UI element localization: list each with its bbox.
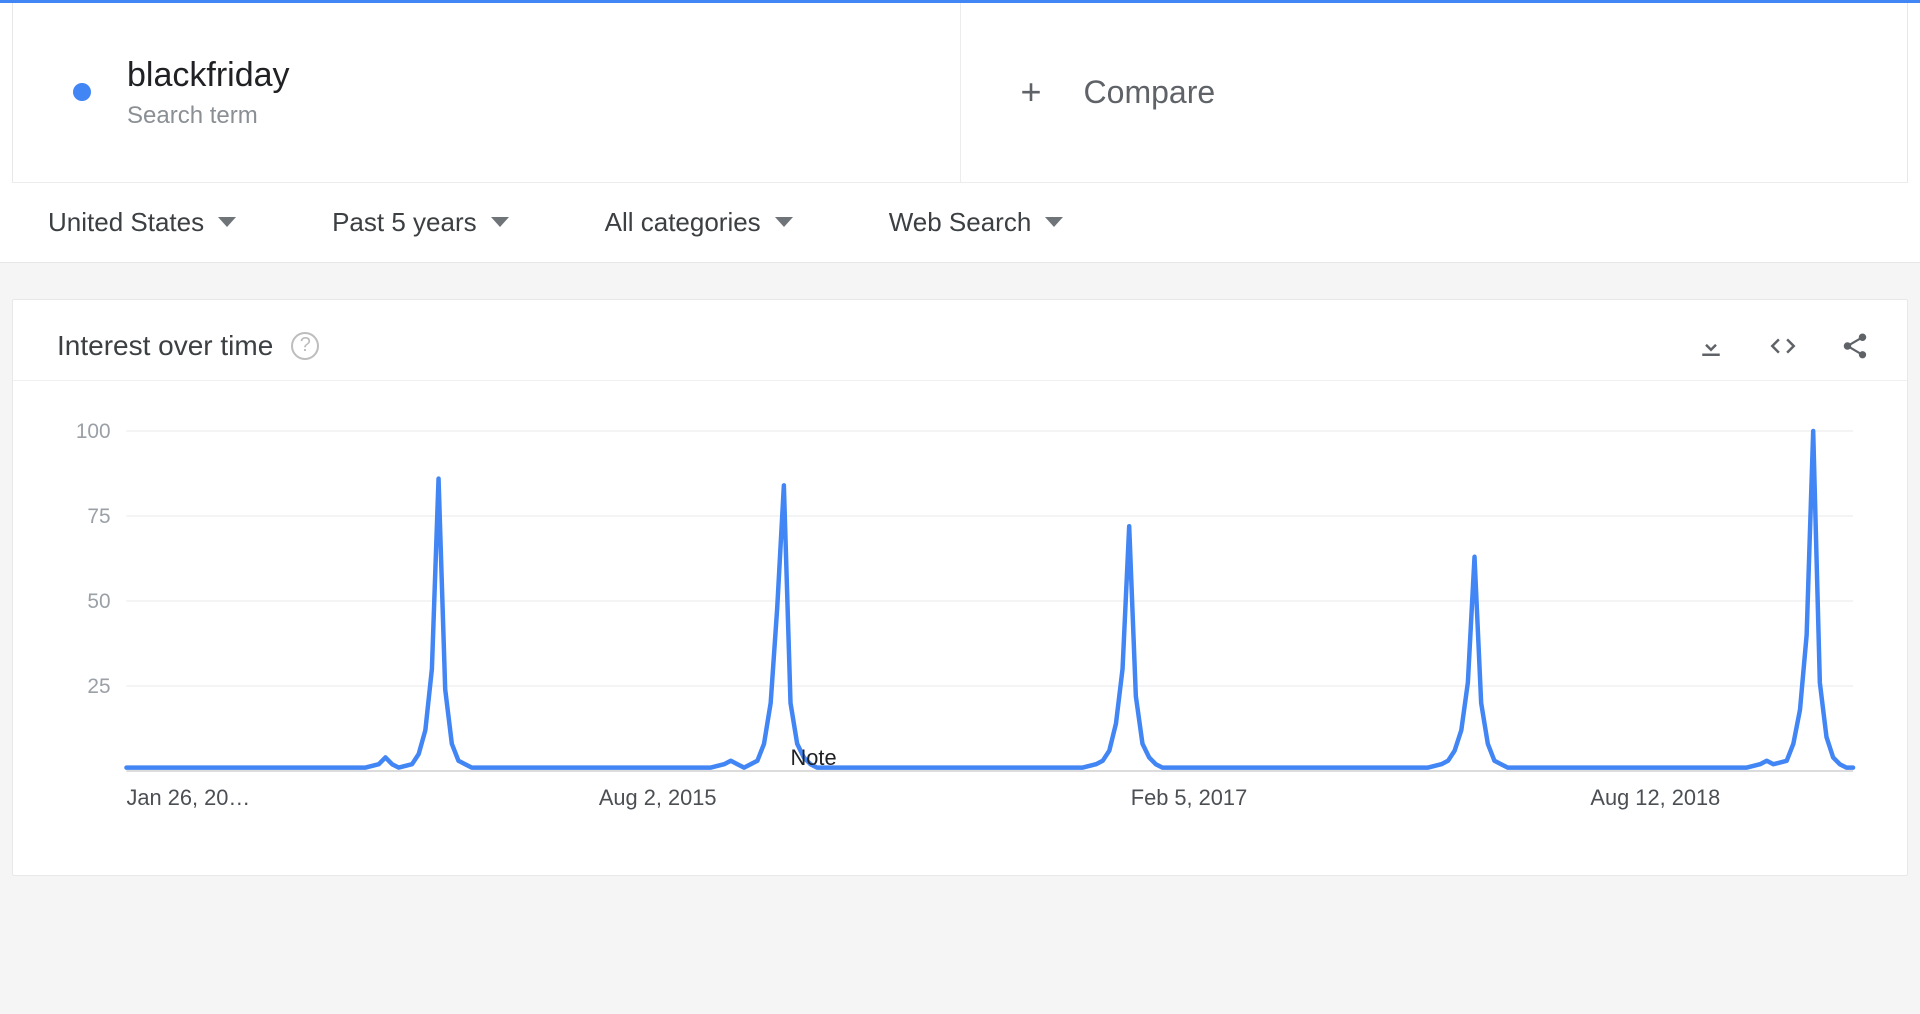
filter-region-label: United States: [48, 207, 204, 238]
chevron-down-icon: [775, 217, 793, 227]
svg-text:Aug 2, 2015: Aug 2, 2015: [599, 785, 717, 810]
filter-timeframe[interactable]: Past 5 years: [332, 207, 509, 238]
chart-container: 25 50 75 100 Note Jan 26, 20… Aug 2, 2015 Feb 5…: [13, 381, 1907, 875]
interest-line-chart: 25 50 75 100 Note Jan 26, 20… Aug 2, 2015 Feb 5…: [57, 401, 1863, 831]
filter-search-type-label: Web Search: [889, 207, 1032, 238]
filter-region[interactable]: United States: [48, 207, 236, 238]
series-color-dot: [73, 83, 91, 101]
svg-text:25: 25: [87, 675, 110, 698]
chevron-down-icon: [1045, 217, 1063, 227]
filter-search-type[interactable]: Web Search: [889, 207, 1064, 238]
svg-text:Feb 5, 2017: Feb 5, 2017: [1131, 785, 1247, 810]
search-terms-row: blackfriday Search term + Compare: [12, 3, 1908, 183]
share-button[interactable]: [1839, 330, 1871, 362]
filter-timeframe-label: Past 5 years: [332, 207, 477, 238]
svg-text:100: 100: [76, 420, 111, 443]
card-title: Interest over time: [57, 330, 273, 362]
help-icon[interactable]: ?: [291, 332, 319, 360]
filter-category[interactable]: All categories: [605, 207, 793, 238]
canvas-area: Interest over time ? 25 50 75 100 Note Jan 26…: [0, 263, 1920, 1014]
svg-text:Aug 12, 2018: Aug 12, 2018: [1590, 785, 1720, 810]
svg-text:75: 75: [87, 505, 110, 528]
chevron-down-icon: [491, 217, 509, 227]
svg-text:Jan 26, 20…: Jan 26, 20…: [126, 785, 250, 810]
card-header: Interest over time ?: [13, 300, 1907, 381]
search-term-box[interactable]: blackfriday Search term: [13, 3, 961, 182]
embed-button[interactable]: [1767, 330, 1799, 362]
svg-text:50: 50: [87, 590, 110, 613]
plus-icon: +: [1021, 74, 1042, 110]
search-term-title: blackfriday: [127, 55, 290, 96]
filter-category-label: All categories: [605, 207, 761, 238]
interest-over-time-card: Interest over time ? 25 50 75 100 Note Jan 26…: [12, 299, 1908, 876]
download-csv-button[interactable]: [1695, 330, 1727, 362]
card-actions: [1695, 330, 1871, 362]
chevron-down-icon: [218, 217, 236, 227]
svg-text:Note: Note: [791, 745, 837, 770]
add-compare-button[interactable]: + Compare: [961, 3, 1908, 182]
filters-row: United States Past 5 years All categorie…: [0, 183, 1920, 263]
search-term-subtitle: Search term: [127, 102, 290, 130]
compare-label: Compare: [1084, 74, 1216, 111]
